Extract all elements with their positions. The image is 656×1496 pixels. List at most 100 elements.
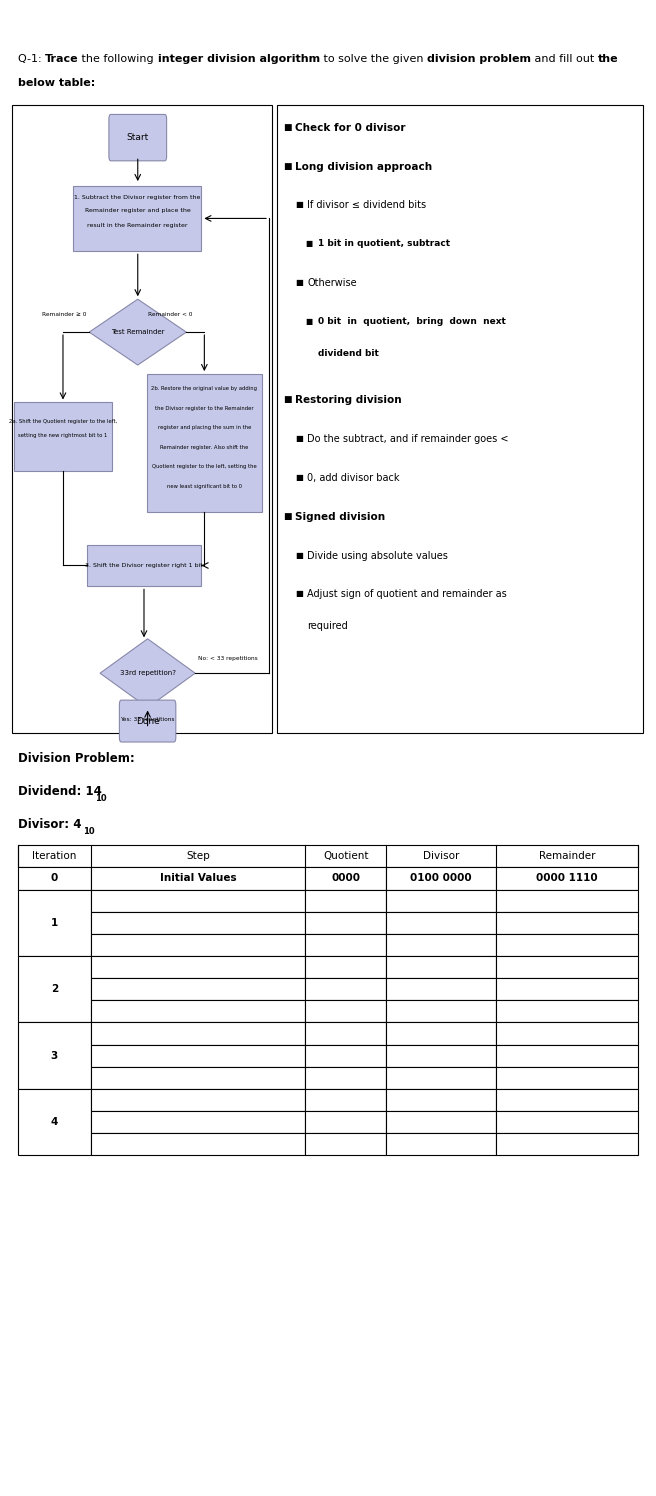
Text: If divisor ≤ dividend bits: If divisor ≤ dividend bits [307, 200, 426, 211]
Bar [496, 1112, 638, 1132]
Text: 33rd repetition?: 33rd repetition? [119, 670, 176, 676]
Bar [496, 956, 638, 978]
Text: and fill out: and fill out [531, 54, 598, 64]
Bar [305, 1044, 386, 1067]
Text: Iteration: Iteration [32, 851, 77, 862]
Bar [386, 911, 496, 934]
Text: Remainder ≥ 0: Remainder ≥ 0 [42, 311, 87, 317]
Text: Remainder register. Also shift the: Remainder register. Also shift the [160, 444, 249, 450]
Bar [305, 868, 386, 890]
Text: Otherwise: Otherwise [307, 278, 357, 289]
Bar [305, 1132, 386, 1155]
Text: Quotient register to the left, setting the: Quotient register to the left, setting t… [152, 464, 256, 470]
Text: Long division approach: Long division approach [295, 162, 432, 172]
Text: 0 bit  in  quotient,  bring  down  next: 0 bit in quotient, bring down next [318, 317, 505, 326]
Bar [386, 868, 496, 890]
Text: Initial Values: Initial Values [159, 874, 236, 884]
Bar [386, 1067, 496, 1089]
Bar [91, 1022, 305, 1044]
Text: ■: ■ [283, 123, 292, 132]
Bar [91, 1044, 305, 1067]
Bar [91, 934, 305, 956]
Text: ■: ■ [283, 395, 292, 404]
Bar [496, 978, 638, 1001]
Text: Start: Start [127, 133, 149, 142]
Text: ■: ■ [306, 317, 313, 326]
Text: ■: ■ [306, 239, 313, 248]
Bar [305, 978, 386, 1001]
Text: ■: ■ [295, 278, 303, 287]
Text: Remainder < 0: Remainder < 0 [148, 311, 192, 317]
Text: 0100 0000: 0100 0000 [411, 874, 472, 884]
Bar [18, 956, 91, 1022]
Bar [386, 1112, 496, 1132]
Text: the: the [598, 54, 618, 64]
Text: 1: 1 [51, 917, 58, 928]
Bar [386, 956, 496, 978]
Bar [386, 1022, 496, 1044]
Text: Step: Step [186, 851, 210, 862]
Text: 10: 10 [83, 827, 95, 836]
Text: Remainder register and place the: Remainder register and place the [85, 208, 190, 214]
Text: Yes: 33 repetitions: Yes: 33 repetitions [120, 717, 175, 721]
Text: Test Remainder: Test Remainder [111, 329, 165, 335]
Bar [305, 1022, 386, 1044]
Text: 4: 4 [51, 1118, 58, 1126]
Text: Divisor: Divisor [423, 851, 459, 862]
Bar [91, 978, 305, 1001]
Text: integer division algorithm: integer division algorithm [157, 54, 319, 64]
Text: Check for 0 divisor: Check for 0 divisor [295, 123, 405, 133]
Bar [496, 868, 638, 890]
Bar [496, 1089, 638, 1112]
Text: ■: ■ [283, 512, 292, 521]
Bar [496, 1067, 638, 1089]
FancyBboxPatch shape [119, 700, 176, 742]
Bar [305, 911, 386, 934]
Bar [305, 1112, 386, 1132]
Bar [496, 1132, 638, 1155]
Text: 0000: 0000 [331, 874, 360, 884]
Text: Adjust sign of quotient and remainder as: Adjust sign of quotient and remainder as [307, 589, 506, 600]
Bar [18, 890, 91, 956]
Bar [18, 1089, 91, 1155]
Text: Division Problem:: Division Problem: [18, 752, 134, 766]
Bar [14, 402, 112, 471]
Text: to solve the given: to solve the given [319, 54, 426, 64]
Text: Done: Done [136, 717, 159, 726]
Text: 0, add divisor back: 0, add divisor back [307, 473, 400, 483]
Bar [305, 934, 386, 956]
Text: register and placing the sum in the: register and placing the sum in the [157, 425, 251, 431]
Text: 10: 10 [95, 794, 107, 803]
Text: 3. Shift the Divisor register right 1 bit: 3. Shift the Divisor register right 1 bi… [85, 562, 203, 568]
Text: below table:: below table: [18, 78, 95, 88]
Text: ■: ■ [295, 434, 303, 443]
Text: 2b. Restore the original value by adding: 2b. Restore the original value by adding [152, 386, 257, 392]
Text: 3: 3 [51, 1050, 58, 1061]
Text: new least significant bit to 0: new least significant bit to 0 [167, 483, 242, 489]
Bar [305, 1089, 386, 1112]
Text: Trace: Trace [45, 54, 79, 64]
Text: the following: the following [79, 54, 157, 64]
Text: 2a. Shift the Quotient register to the left,: 2a. Shift the Quotient register to the l… [9, 419, 117, 425]
Text: division problem: division problem [426, 54, 531, 64]
Text: ■: ■ [295, 551, 303, 560]
Bar [87, 545, 201, 586]
Text: No: < 33 repetitions: No: < 33 repetitions [198, 655, 258, 661]
Bar [386, 978, 496, 1001]
Bar [91, 1067, 305, 1089]
Bar [386, 1089, 496, 1112]
Bar [386, 934, 496, 956]
Bar [496, 1001, 638, 1022]
Bar [305, 1001, 386, 1022]
Bar [496, 911, 638, 934]
Bar [305, 890, 386, 911]
Bar [386, 1132, 496, 1155]
Polygon shape [89, 299, 186, 365]
Bar [496, 1044, 638, 1067]
Text: dividend bit: dividend bit [318, 349, 379, 358]
Text: Do the subtract, and if remainder goes <: Do the subtract, and if remainder goes < [307, 434, 508, 444]
Bar [147, 374, 262, 512]
Text: 1 bit in quotient, subtract: 1 bit in quotient, subtract [318, 239, 449, 248]
Bar [496, 890, 638, 911]
Text: setting the new rightmost bit to 1: setting the new rightmost bit to 1 [18, 432, 108, 438]
